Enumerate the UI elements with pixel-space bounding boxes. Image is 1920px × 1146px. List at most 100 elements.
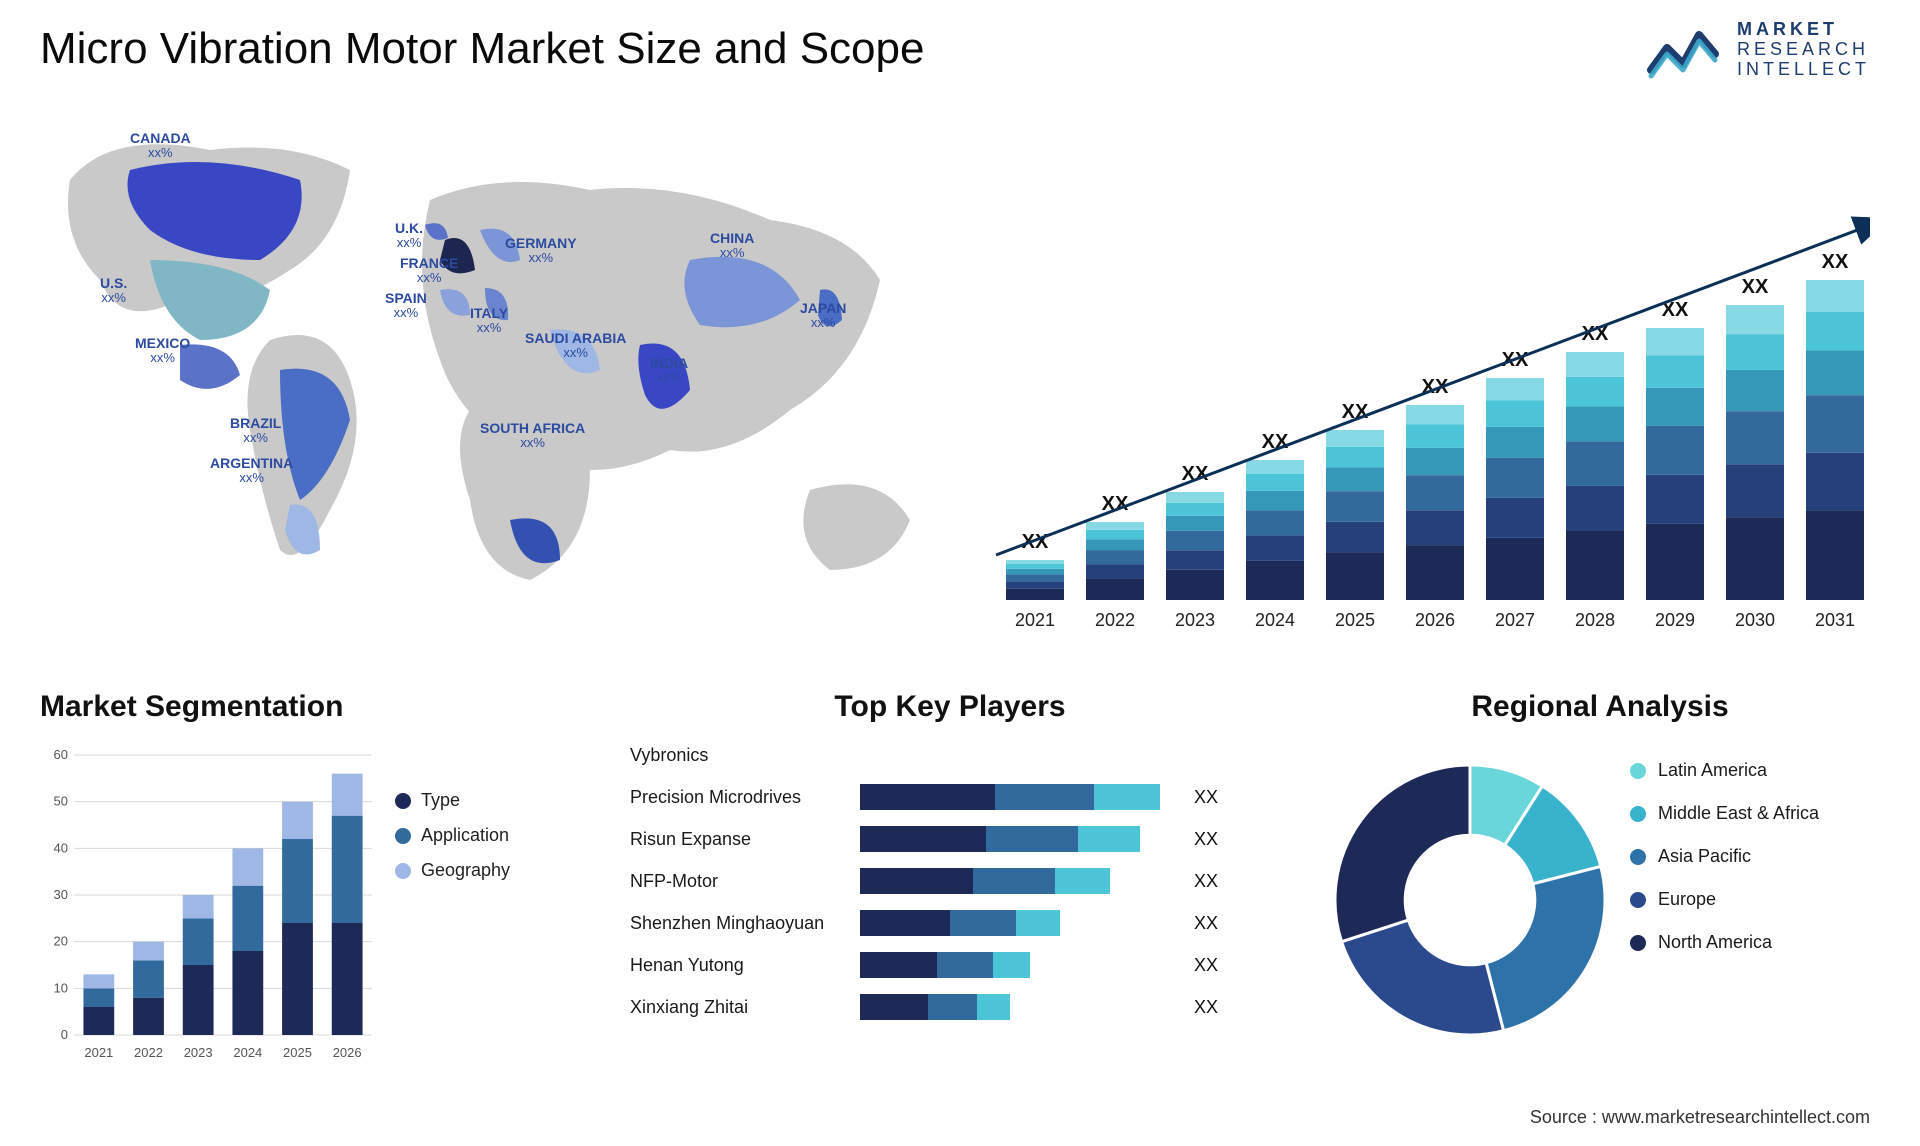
growth-bar-seg (1566, 407, 1624, 442)
map-label-canada: CANADAxx% (130, 130, 191, 161)
growth-bar-year: 2025 (1335, 610, 1375, 630)
growth-bar-value: XX (1742, 276, 1769, 298)
player-bar-seg (995, 784, 1094, 810)
player-value: XX (1194, 871, 1218, 892)
player-bar (860, 952, 1180, 978)
regional-legend-item: Middle East & Africa (1630, 803, 1819, 824)
player-row: Risun ExpanseXX (630, 818, 1270, 860)
growth-bar-seg (1566, 486, 1624, 531)
growth-bar-year: 2026 (1415, 610, 1455, 630)
player-bar-seg (977, 994, 1010, 1020)
seg-bar-seg (232, 886, 263, 951)
seg-bar-seg (232, 951, 263, 1035)
seg-xtick: 2024 (233, 1045, 262, 1060)
growth-bar-seg (1646, 524, 1704, 600)
segmentation-legend: TypeApplicationGeography (395, 790, 510, 895)
segmentation-title: Market Segmentation (40, 690, 560, 724)
player-name: Xinxiang Zhitai (630, 997, 860, 1018)
growth-bar-seg (1326, 552, 1384, 600)
segmentation-panel: Market Segmentation 01020304050602021202… (40, 690, 560, 1085)
growth-bar-seg (1246, 561, 1304, 600)
growth-bar-seg (1086, 550, 1144, 564)
logo-text: MARKET RESEARCH INTELLECT (1737, 20, 1870, 79)
player-bar-seg (860, 826, 986, 852)
growth-bar-seg (1726, 370, 1784, 411)
map-label-mexico: MEXICOxx% (135, 335, 190, 366)
seg-ytick: 10 (54, 980, 68, 995)
seg-bar-seg (282, 802, 313, 839)
seg-bar-seg (183, 918, 214, 965)
donut-slice (1486, 866, 1605, 1030)
growth-bar-seg (1246, 460, 1304, 474)
seg-xtick: 2026 (333, 1045, 362, 1060)
page-title: Micro Vibration Motor Market Size and Sc… (40, 24, 924, 74)
growth-bar-year: 2028 (1575, 610, 1615, 630)
logo-icon (1647, 20, 1725, 80)
player-bar-seg (973, 868, 1056, 894)
growth-bar-seg (1246, 474, 1304, 491)
seg-bar-seg (332, 923, 363, 1035)
player-bar-seg (950, 910, 1016, 936)
segmentation-chart: 0102030405060202120222023202420252026 (40, 745, 380, 1065)
player-bar (860, 742, 1180, 768)
growth-bar-seg (1246, 510, 1304, 535)
seg-bar-seg (282, 839, 313, 923)
growth-bar-seg (1726, 517, 1784, 600)
growth-bar-chart: XX2021XX2022XX2023XX2024XX2025XX2026XX20… (960, 130, 1870, 640)
swatch-icon (1630, 763, 1646, 779)
seg-bar-seg (232, 848, 263, 885)
growth-bar-seg (1166, 531, 1224, 550)
growth-bar-seg (1166, 516, 1224, 531)
growth-bar-seg (1326, 467, 1384, 491)
growth-bar-seg (1486, 458, 1544, 498)
seg-xtick: 2023 (184, 1045, 213, 1060)
growth-bar-seg (1246, 491, 1304, 511)
player-value: XX (1194, 997, 1218, 1018)
growth-bar-seg (1406, 405, 1464, 425)
regional-legend-label: Europe (1658, 889, 1716, 910)
growth-bar-seg (1326, 491, 1384, 522)
player-bar-seg (993, 952, 1030, 978)
growth-bar-seg (1806, 510, 1864, 600)
map-label-argentina: ARGENTINAxx% (210, 455, 293, 486)
growth-bar-seg (1086, 522, 1144, 530)
growth-bar-seg (1326, 447, 1384, 467)
swatch-icon (1630, 806, 1646, 822)
logo-line3: INTELLECT (1737, 60, 1870, 80)
growth-bar-seg (1326, 522, 1384, 553)
seg-bar-seg (332, 816, 363, 923)
donut-svg (1320, 750, 1620, 1050)
growth-bar-seg (1006, 560, 1064, 564)
growth-bar-value: XX (1182, 463, 1209, 485)
growth-bar-seg (1806, 280, 1864, 312)
player-bar-seg (937, 952, 993, 978)
growth-bar-seg (1086, 539, 1144, 550)
player-name: Risun Expanse (630, 829, 860, 850)
seg-ytick: 20 (54, 934, 68, 949)
logo-line2: RESEARCH (1737, 40, 1870, 60)
growth-bar-seg (1006, 589, 1064, 600)
seg-bar-seg (83, 1007, 114, 1035)
growth-bar-seg (1566, 531, 1624, 600)
map-label-south-africa: SOUTH AFRICAxx% (480, 420, 585, 451)
seg-ytick: 40 (54, 840, 68, 855)
growth-bar-value: XX (1022, 531, 1049, 553)
growth-bar-year: 2024 (1255, 610, 1295, 630)
player-bar-seg (1055, 868, 1110, 894)
world-map-svg (30, 110, 930, 660)
player-bar (860, 868, 1180, 894)
regional-legend-label: Middle East & Africa (1658, 803, 1819, 824)
growth-bar-value: XX (1102, 493, 1129, 515)
player-bar-seg (986, 826, 1078, 852)
player-row: Xinxiang Zhitai XX (630, 986, 1270, 1028)
player-bar (860, 826, 1180, 852)
growth-bar-seg (1806, 350, 1864, 395)
donut-slice (1335, 765, 1470, 942)
seg-legend-label: Application (421, 825, 509, 846)
growth-bar-seg (1006, 574, 1064, 581)
regional-legend-item: Latin America (1630, 760, 1819, 781)
player-row: NFP-MotorXX (630, 860, 1270, 902)
swatch-icon (395, 828, 411, 844)
growth-bar-seg (1006, 569, 1064, 575)
seg-ytick: 0 (61, 1027, 68, 1042)
